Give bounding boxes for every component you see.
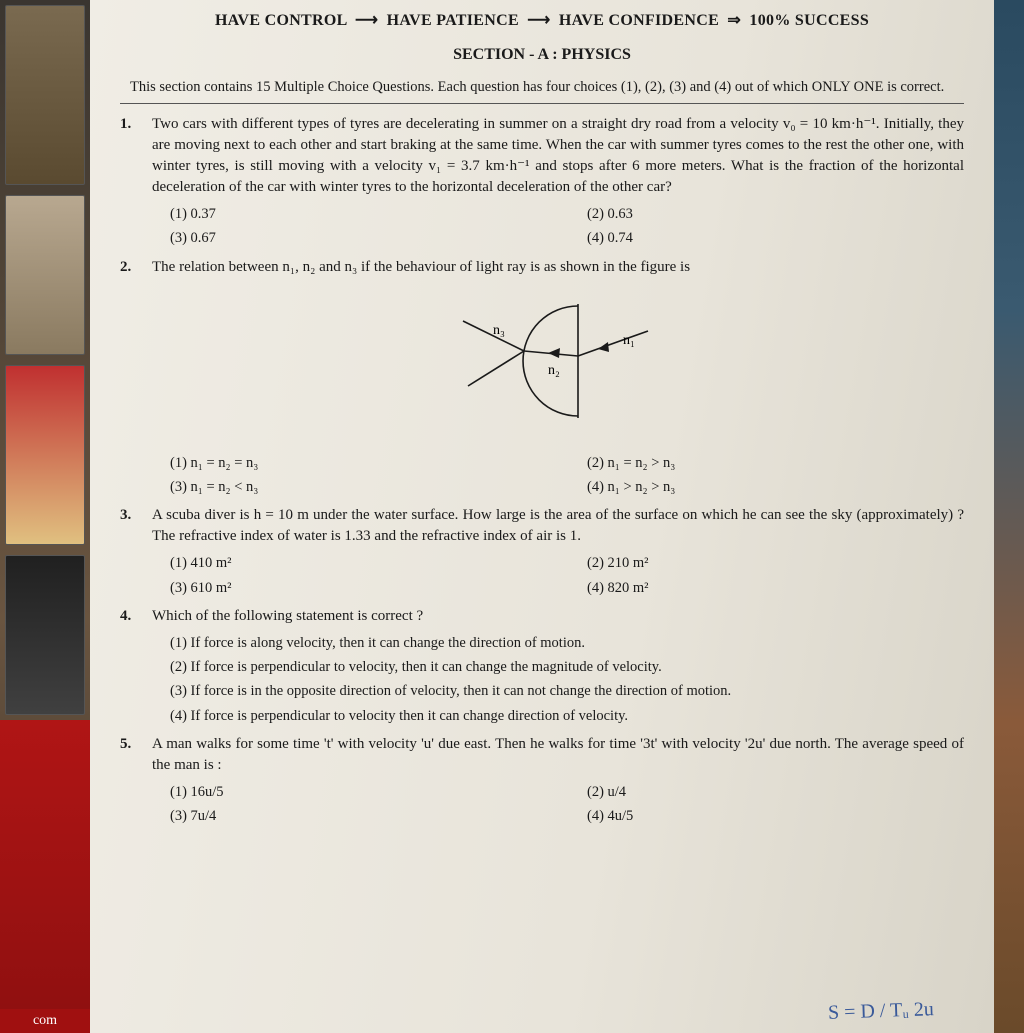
question-4: 4. Which of the following statement is c… [120,606,964,726]
handwritten-note: S = D / Tᵤ 2u [828,995,935,1027]
motto-line: HAVE CONTROL ⟶ HAVE PATIENCE ⟶ HAVE CONF… [120,10,964,32]
divider [120,103,964,104]
question-text: The relation between n₁, n₂ and n₃ if th… [152,257,964,278]
option: (3) 7u/4 [170,806,547,826]
option: (2) 210 m² [587,553,964,573]
right-edge [994,0,1024,1033]
motto-part: 100% SUCCESS [749,12,869,29]
question-number: 3. [120,505,152,598]
question-5: 5. A man walks for some time 't' with ve… [120,734,964,827]
option: (3) 0.67 [170,228,547,248]
left-photo-strip: com [0,0,90,1033]
option: (1) 16u/5 [170,782,547,802]
refraction-diagram: n₁ n₂ n₃ [152,286,964,443]
motto-part: HAVE CONTROL [215,12,347,29]
option: (2) n₁ = n₂ > n₃ [587,453,964,473]
option: (4) n₁ > n₂ > n₃ [587,477,964,497]
option: (2) 0.63 [587,204,964,224]
option: (3) n₁ = n₂ < n₃ [170,477,547,497]
option: (3) 610 m² [170,578,547,598]
question-number: 4. [120,606,152,726]
com-label: com [0,1009,90,1033]
option: (1) 410 m² [170,553,547,573]
question-1: 1. Two cars with different types of tyre… [120,114,964,249]
question-number: 2. [120,257,152,498]
option: (2) If force is perpendicular to velocit… [170,657,964,677]
arrow-icon: ⟶ [527,10,550,32]
option: (4) 0.74 [587,228,964,248]
motto-part: HAVE CONFIDENCE [559,12,719,29]
exam-page: HAVE CONTROL ⟶ HAVE PATIENCE ⟶ HAVE CONF… [90,0,994,1033]
motto-part: HAVE PATIENCE [387,12,519,29]
thumbnail [0,720,90,1009]
option: (4) If force is perpendicular to velocit… [170,706,964,726]
option: (2) u/4 [587,782,964,802]
question-number: 1. [120,114,152,249]
option: (1) 0.37 [170,204,547,224]
question-2: 2. The relation between n₁, n₂ and n₃ if… [120,257,964,498]
option: (3) If force is in the opposite directio… [170,681,964,701]
question-text: Which of the following statement is corr… [152,606,964,627]
question-text: Two cars with different types of tyres a… [152,114,964,198]
section-intro: This section contains 15 Multiple Choice… [130,77,954,97]
option: (4) 820 m² [587,578,964,598]
arrow-icon: ⇒ [727,10,741,32]
section-title: SECTION - A : PHYSICS [120,44,964,66]
thumbnail [5,555,85,715]
option: (1) If force is along velocity, then it … [170,633,964,653]
question-text: A scuba diver is h = 10 m under the wate… [152,505,964,547]
question-text: A man walks for some time 't' with veloc… [152,734,964,776]
thumbnail [5,365,85,545]
question-number: 5. [120,734,152,827]
option: (4) 4u/5 [587,806,964,826]
option: (1) n₁ = n₂ = n₃ [170,453,547,473]
thumbnail [5,195,85,355]
label-n3: n₃ [493,323,505,338]
thumbnail [5,5,85,185]
arrow-icon: ⟶ [355,10,378,32]
label-n2: n₂ [548,363,560,378]
label-n1: n₁ [623,333,635,348]
question-3: 3. A scuba diver is h = 10 m under the w… [120,505,964,598]
